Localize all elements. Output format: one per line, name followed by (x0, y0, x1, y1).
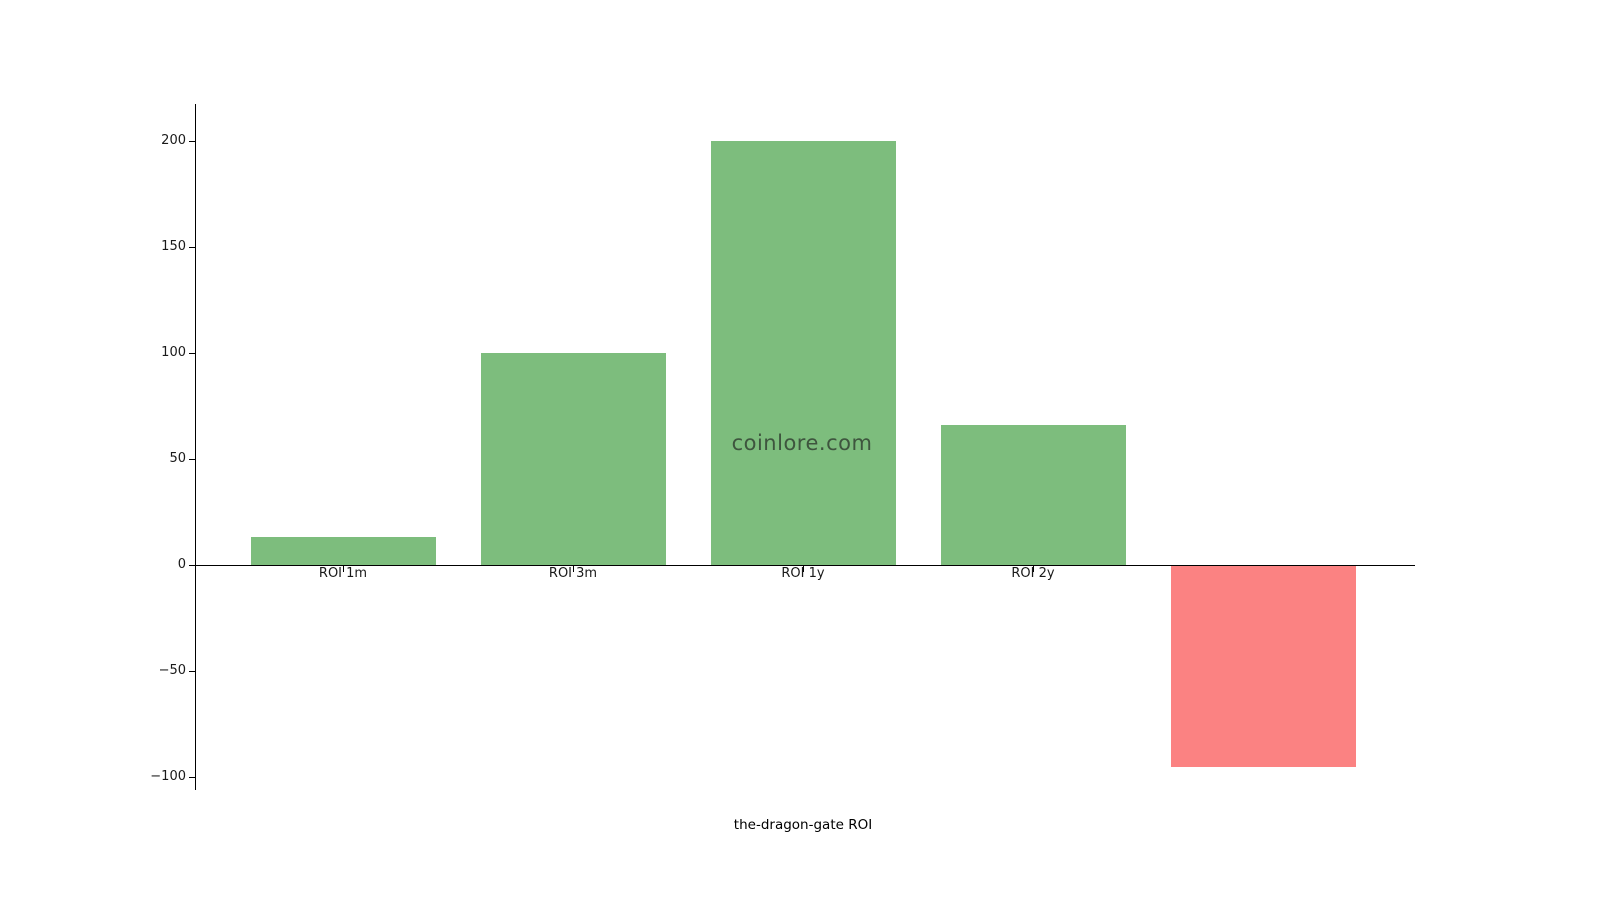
y-tick-label: 150 (161, 239, 186, 254)
y-tick-label: 100 (161, 345, 186, 360)
chart-title: the-dragon-gate ROI (733, 817, 873, 833)
y-tick-label: −100 (150, 769, 186, 784)
bar-roi-1y (710, 141, 896, 565)
y-tick-label: 50 (169, 451, 186, 466)
y-tick-label: 0 (177, 557, 186, 572)
x-tick-label: ROI 3m (548, 566, 598, 581)
x-tick-mark (573, 566, 574, 572)
y-tick-label: −50 (158, 663, 186, 678)
y-tick-mark (189, 776, 195, 778)
y-tick-mark (189, 352, 195, 354)
x-tick-mark (1033, 566, 1034, 572)
y-tick-mark (189, 670, 195, 672)
x-tick-mark (343, 566, 344, 572)
x-tick-label: ROI 2y (1011, 566, 1055, 581)
bar-roi-1m (250, 537, 436, 565)
x-tick-label: ROI 1y (781, 566, 825, 581)
x-tick-mark (803, 566, 804, 572)
x-axis-zero-line (196, 565, 1415, 566)
bar-roi-3m (480, 353, 666, 565)
y-axis-spine (195, 104, 196, 790)
y-tick-mark (189, 140, 195, 142)
y-tick-mark (189, 564, 195, 566)
bar-roi-2y (940, 425, 1126, 565)
x-tick-label: ROI 1m (318, 566, 368, 581)
watermark-text: coinlore.com (731, 431, 873, 455)
y-tick-label: 200 (161, 133, 186, 148)
y-tick-mark (189, 246, 195, 248)
bar-negative-4 (1170, 566, 1356, 768)
y-tick-mark (189, 458, 195, 460)
